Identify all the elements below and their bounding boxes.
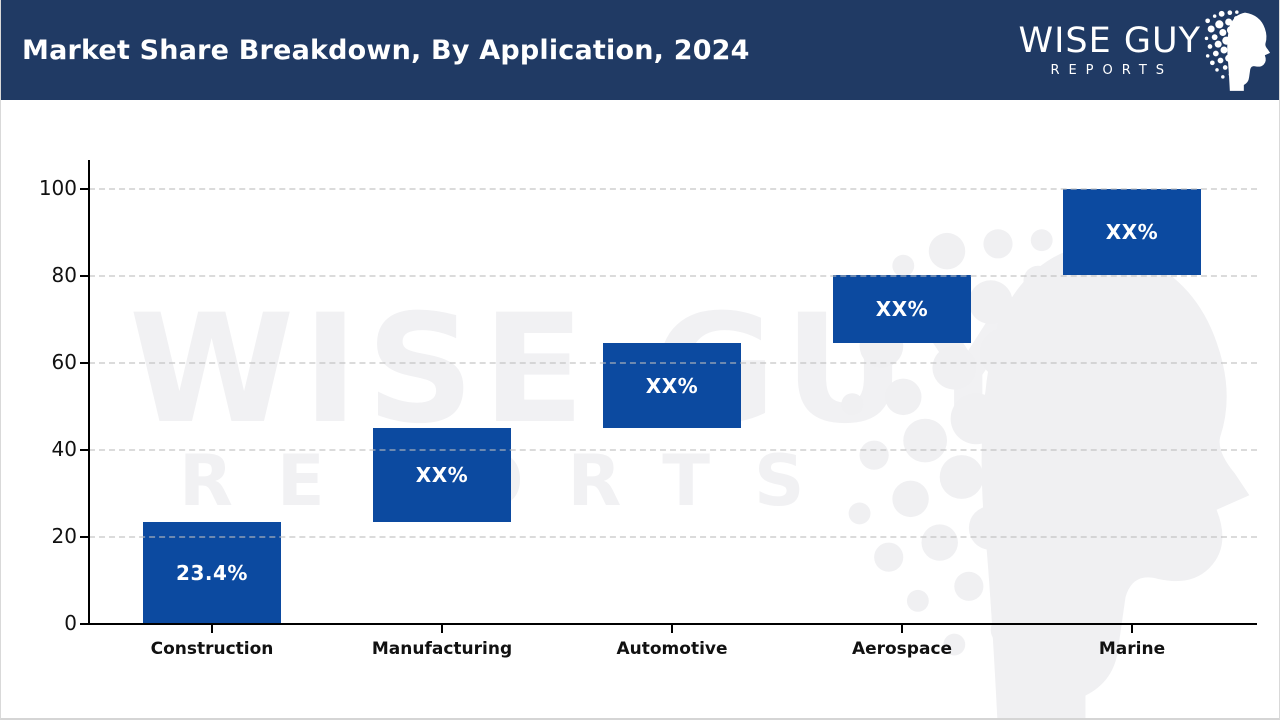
y-axis-tick-label: 40: [51, 437, 77, 461]
brand-subname: REPORTS: [1050, 62, 1174, 78]
x-axis-tick: [1131, 625, 1133, 633]
gridline-y-20: [89, 536, 1257, 538]
chart-title: Market Share Breakdown, By Application, …: [22, 34, 750, 66]
y-axis-tick: [80, 449, 88, 451]
y-axis-tick: [80, 362, 88, 364]
gridline-y-40: [89, 449, 1257, 451]
x-axis-tick: [901, 625, 903, 633]
y-axis-tick: [80, 536, 88, 538]
header-bar: Market Share Breakdown, By Application, …: [1, 0, 1279, 100]
x-axis-category-label: Automotive: [616, 639, 728, 659]
gridline-y-60: [89, 362, 1257, 364]
bar-value-label: XX%: [415, 463, 469, 488]
x-axis-tick: [211, 625, 213, 633]
y-axis-tick-label: 100: [38, 176, 77, 200]
gridline-y-100: [89, 188, 1257, 190]
brand-logo: WISE GUY REPORTS: [1018, 4, 1273, 96]
y-axis-tick-label: 0: [64, 611, 77, 635]
brand-name: WISE GUY: [1018, 20, 1201, 61]
x-axis-category-label: Manufacturing: [371, 639, 513, 659]
dotted-head-icon: [1204, 10, 1271, 91]
y-axis-tick: [80, 275, 88, 277]
x-axis-line: [88, 623, 1257, 625]
y-axis-tick: [80, 623, 88, 625]
y-axis-tick: [80, 188, 88, 190]
x-axis-tick: [671, 625, 673, 633]
y-axis-tick-label: 20: [51, 524, 77, 548]
bar-automotive: XX%: [603, 343, 741, 429]
bar-value-label: XX%: [645, 373, 699, 398]
y-axis-tick-label: 60: [51, 350, 77, 374]
bar-construction: 23.4%: [143, 522, 281, 624]
bar-aerospace: XX%: [833, 274, 971, 344]
brand-logo-text: WISE GUY REPORTS: [1018, 20, 1201, 78]
bar-value-label: XX%: [875, 297, 929, 322]
x-axis-category-label: Aerospace: [851, 639, 953, 659]
y-axis-line: [88, 160, 90, 625]
bar-manufacturing: XX%: [373, 428, 511, 523]
x-axis-category-label: Construction: [150, 639, 274, 659]
x-axis-tick: [441, 625, 443, 633]
x-axis-category-label: Marine: [1098, 639, 1166, 659]
y-axis-tick-label: 80: [51, 263, 77, 287]
gridline-y-80: [89, 275, 1257, 277]
bar-marine: XX%: [1063, 189, 1201, 275]
bar-value-label: XX%: [1105, 219, 1159, 244]
bar-value-label: 23.4%: [176, 561, 248, 586]
